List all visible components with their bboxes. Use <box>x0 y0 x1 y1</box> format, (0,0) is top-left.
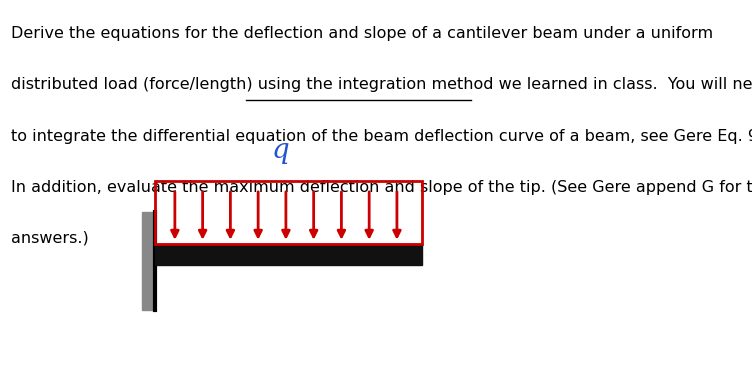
Bar <box>141 212 156 310</box>
Text: answers.): answers.) <box>11 231 89 246</box>
Text: to integrate the differential equation of the beam deflection curve of a beam, s: to integrate the differential equation o… <box>11 129 752 144</box>
Bar <box>156 244 422 265</box>
Text: distributed load (force/length) using the integration method we learned in class: distributed load (force/length) using th… <box>11 77 752 93</box>
Bar <box>156 181 422 244</box>
Text: q: q <box>271 138 290 164</box>
Text: Derive the equations for the deflection and slope of a cantilever beam under a u: Derive the equations for the deflection … <box>11 26 713 42</box>
Text: In addition, evaluate the maximum deflection and slope of the tip. (See Gere app: In addition, evaluate the maximum deflec… <box>11 180 752 195</box>
